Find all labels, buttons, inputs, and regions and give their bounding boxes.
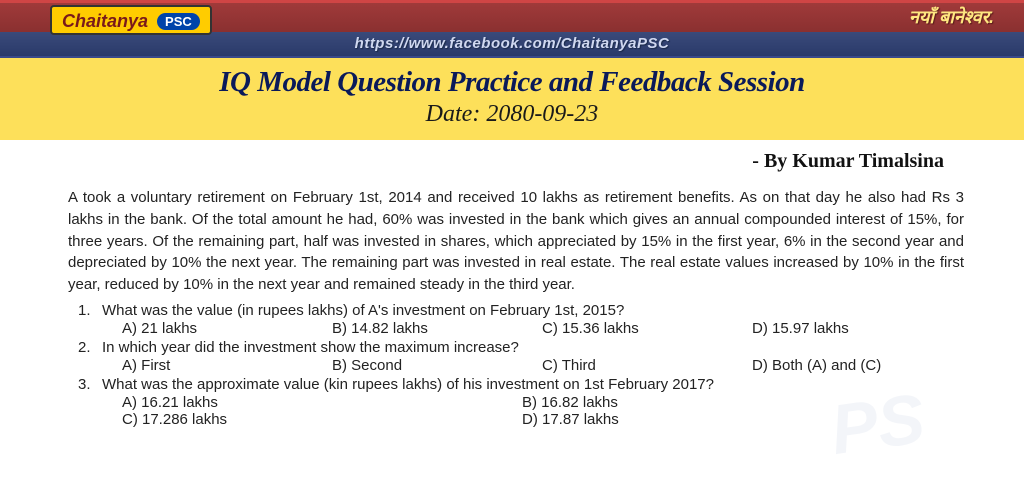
option: A) First	[122, 357, 332, 374]
title-block: IQ Model Question Practice and Feedback …	[0, 58, 1024, 140]
question-number: 3.	[78, 376, 102, 393]
header-banner: Chaitanya PSC नयाँ बानेश्वर. https://www…	[0, 0, 1024, 58]
question-row: 3. What was the approximate value (kin r…	[78, 376, 964, 393]
brand-text: Chaitanya	[62, 11, 148, 31]
page-title: IQ Model Question Practice and Feedback …	[219, 66, 805, 99]
banner-url: https://www.facebook.com/ChaitanyaPSC	[0, 35, 1024, 52]
option: B) Second	[332, 357, 542, 374]
question-number: 1.	[78, 302, 102, 319]
option: B) 16.82 lakhs	[522, 394, 922, 411]
options-row: A) 16.21 lakhs B) 16.82 lakhs C) 17.286 …	[78, 394, 964, 428]
option: D) 17.87 lakhs	[522, 411, 922, 428]
banner-right-text: नयाँ बानेश्वर.	[909, 5, 994, 29]
question-row: 2. In which year did the investment show…	[78, 339, 964, 356]
option: D) Both (A) and (C)	[752, 357, 962, 374]
question-text: What was the value (in rupees lakhs) of …	[102, 302, 964, 319]
option: A) 21 lakhs	[122, 320, 332, 337]
question-number: 2.	[78, 339, 102, 356]
option: D) 15.97 lakhs	[752, 320, 962, 337]
option: C) 17.286 lakhs	[122, 411, 522, 428]
question-text: What was the approximate value (kin rupe…	[102, 376, 964, 393]
options-row: A) 21 lakhs B) 14.82 lakhs C) 15.36 lakh…	[78, 320, 964, 337]
passage-text: A took a voluntary retirement on Februar…	[68, 187, 964, 296]
date-line: Date: 2080-09-23	[426, 101, 599, 128]
option: B) 14.82 lakhs	[332, 320, 542, 337]
option: C) 15.36 lakhs	[542, 320, 752, 337]
option: C) Third	[542, 357, 752, 374]
options-row: A) First B) Second C) Third D) Both (A) …	[78, 357, 964, 374]
question-text: In which year did the investment show th…	[102, 339, 964, 356]
brand-logo: Chaitanya PSC	[50, 5, 212, 35]
brand-tag: PSC	[157, 13, 200, 30]
questions-list: 1. What was the value (in rupees lakhs) …	[68, 302, 964, 428]
option: A) 16.21 lakhs	[122, 394, 522, 411]
question-row: 1. What was the value (in rupees lakhs) …	[78, 302, 964, 319]
content-area: A took a voluntary retirement on Februar…	[0, 187, 1024, 428]
byline: - By Kumar Timalsina	[0, 140, 1024, 187]
